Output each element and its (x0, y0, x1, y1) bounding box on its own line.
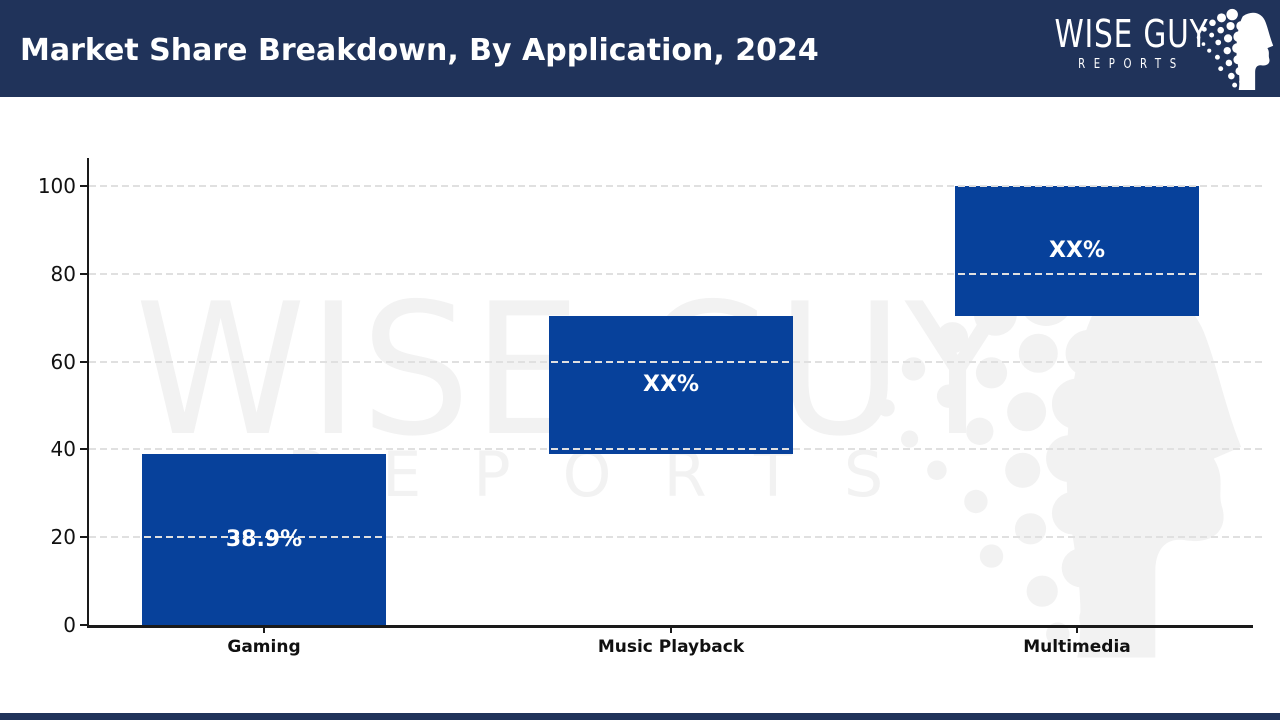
gridline-100 (89, 185, 1264, 187)
page-title: Market Share Breakdown, By Application, … (20, 33, 819, 68)
y-axis-line (87, 158, 89, 627)
bar-multimedia (955, 186, 1199, 317)
y-tick-40 (80, 448, 87, 451)
x-tick-gaming (263, 625, 265, 633)
y-tick-80 (80, 272, 87, 275)
bar-music-playback (549, 316, 793, 455)
y-tick-label-20: 20 (50, 525, 76, 550)
bar-gaming (142, 454, 386, 625)
bar-value-label-gaming: 38.9% (225, 526, 303, 552)
gridline-80 (89, 272, 1264, 275)
bar-value-label-multimedia: XX% (1049, 238, 1105, 264)
y-tick-100 (80, 185, 87, 187)
y-tick-label-40: 40 (50, 437, 76, 462)
gridline-60 (89, 360, 1264, 363)
bar-value-label-music-playback: XX% (643, 372, 699, 398)
x-tick-music-playback (670, 625, 672, 633)
y-tick-label-100: 100 (37, 174, 76, 198)
y-tick-60 (80, 360, 87, 363)
logo-face-icon (1196, 8, 1274, 90)
logo-subtitle: REPORTS (1077, 57, 1185, 72)
gridline-40 (89, 448, 1264, 451)
y-tick-20 (80, 536, 87, 539)
header-bar: Market Share Breakdown, By Application, … (0, 0, 1280, 97)
gridline-20 (89, 536, 1264, 539)
logo-text: WISE GUY REPORTS (1054, 12, 1208, 72)
y-tick-label-60: 60 (50, 349, 76, 374)
logo: WISE GUY REPORTS (1020, 0, 1280, 97)
y-tick-label-80: 80 (50, 261, 76, 286)
y-tick-label-0: 0 (63, 613, 76, 637)
y-tick-0 (80, 624, 87, 626)
x-tick-multimedia (1076, 625, 1078, 633)
chart-area: WISE GUY REPORTS 0 20 40 60 80 100 38.9% Gaming… (0, 97, 1280, 713)
x-category-label-gaming: Gaming (227, 637, 301, 657)
logo-wordmark: WISE GUY (1053, 12, 1208, 56)
x-category-label-music-playback: Music Playback (597, 637, 745, 657)
footer-bar (0, 713, 1280, 720)
x-category-label-multimedia: Multimedia (1023, 637, 1131, 657)
